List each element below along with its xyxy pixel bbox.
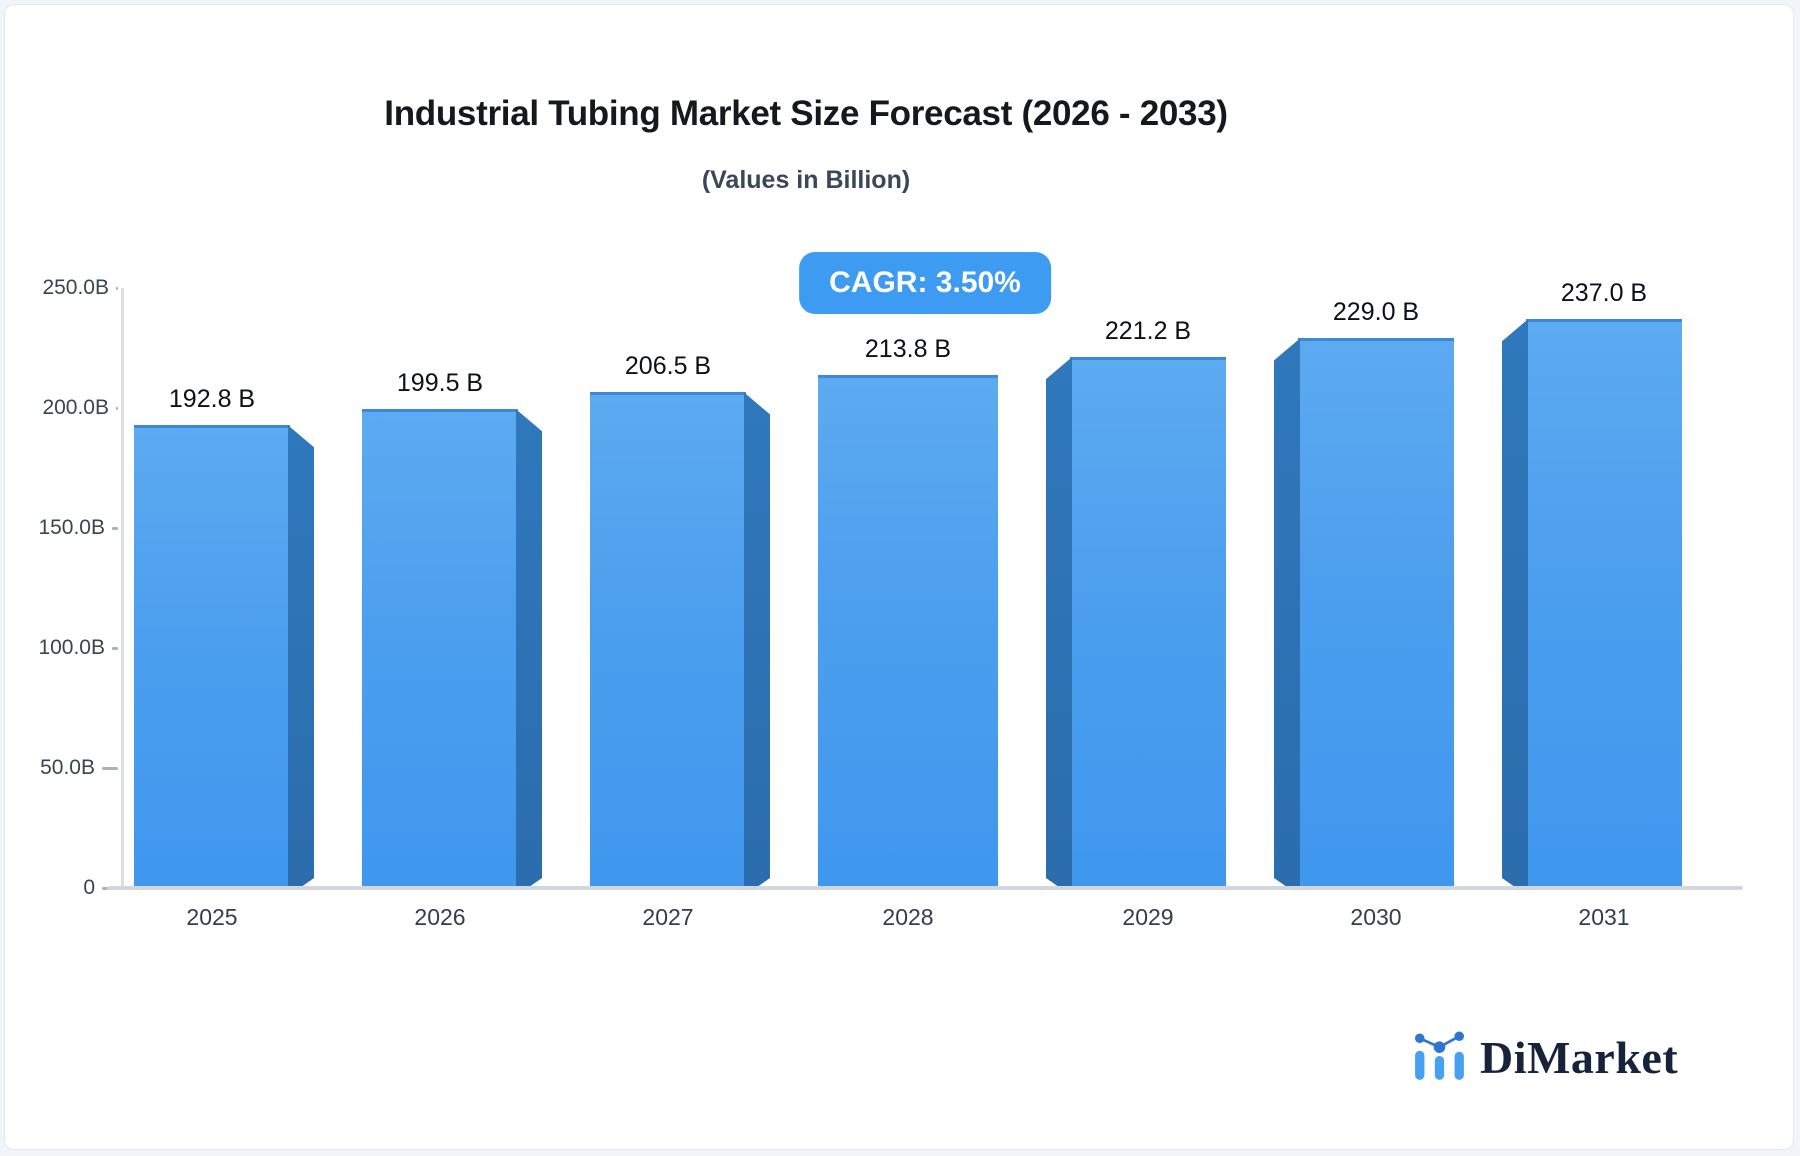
y-tick-label: 150.0B bbox=[38, 516, 105, 539]
bar-front-face bbox=[590, 392, 746, 888]
bar-value-label: 206.5 B bbox=[624, 352, 712, 381]
chart-subtitle: (Values in Billion) bbox=[701, 166, 911, 194]
bar-front-face bbox=[362, 409, 518, 888]
x-axis-label: 2027 bbox=[642, 904, 694, 930]
bar-2027 bbox=[590, 392, 770, 888]
x-axis-label: 2029 bbox=[1122, 904, 1174, 930]
bar-value-label: 221.2 B bbox=[1104, 317, 1192, 346]
brand-name: DiMarket bbox=[1480, 1031, 1679, 1083]
y-tick-label: 250.0B bbox=[42, 276, 109, 299]
y-tick-50.0B: 50.0B bbox=[0, 753, 118, 783]
bar-side-face bbox=[744, 392, 770, 888]
x-axis-label: 2025 bbox=[186, 904, 238, 930]
bar-front-face bbox=[1526, 319, 1682, 888]
y-tick-0: 0 bbox=[0, 873, 118, 903]
bar-side-face bbox=[1274, 338, 1300, 888]
y-tick-label: 200.0B bbox=[42, 396, 109, 419]
bar-front-face bbox=[818, 374, 998, 888]
bar-value-label: 229.0 B bbox=[1332, 298, 1420, 327]
bar-side-face bbox=[516, 409, 542, 888]
x-axis-label: 2031 bbox=[1578, 904, 1630, 930]
bar-2031 bbox=[1502, 319, 1682, 888]
bar-front-face bbox=[134, 425, 290, 888]
x-axis-baseline bbox=[107, 886, 1743, 890]
chart-title: Industrial Tubing Market Size Forecast (… bbox=[384, 94, 1228, 133]
bar-value-label: 213.8 B bbox=[864, 334, 952, 363]
y-tick-100.0B: 100.0B bbox=[0, 633, 118, 663]
y-tick-label: 50.0B bbox=[40, 756, 95, 779]
y-tick-mark bbox=[116, 286, 118, 290]
brand-logo: DiMarket bbox=[1413, 1030, 1678, 1084]
bar-value-label: 199.5 B bbox=[396, 369, 484, 398]
bar-front-face bbox=[1298, 338, 1454, 888]
bar-front-face bbox=[1070, 357, 1226, 888]
y-axis-line bbox=[121, 288, 124, 888]
y-tick-150.0B: 150.0B bbox=[0, 513, 118, 543]
y-tick-mark bbox=[112, 526, 118, 530]
bar-side-face bbox=[1502, 319, 1528, 888]
bar-2030 bbox=[1274, 338, 1454, 888]
bar-value-label: 192.8 B bbox=[168, 385, 256, 414]
y-tick-label: 100.0B bbox=[38, 636, 105, 659]
bar-2025 bbox=[134, 425, 314, 888]
x-axis-label: 2026 bbox=[414, 904, 466, 930]
x-axis-label: 2028 bbox=[882, 904, 934, 930]
bar-side-face bbox=[1046, 357, 1072, 888]
bar-2029 bbox=[1046, 357, 1226, 888]
y-tick-label: 0 bbox=[83, 876, 95, 899]
bar-side-face bbox=[288, 425, 314, 888]
cagr-badge: CAGR: 3.50% bbox=[799, 252, 1051, 314]
y-tick-mark bbox=[116, 406, 118, 410]
y-tick-mark bbox=[112, 646, 118, 650]
y-tick-200.0B: 200.0B bbox=[0, 393, 118, 423]
y-tick-250.0B: 250.0B bbox=[0, 273, 118, 303]
dimarket-chart-logo-icon bbox=[1414, 1031, 1464, 1080]
x-axis-label: 2030 bbox=[1350, 904, 1402, 930]
bar-2028 bbox=[818, 374, 998, 888]
y-tick-mark bbox=[102, 766, 118, 770]
bar-value-label: 237.0 B bbox=[1560, 279, 1648, 308]
bar-2026 bbox=[362, 409, 542, 888]
